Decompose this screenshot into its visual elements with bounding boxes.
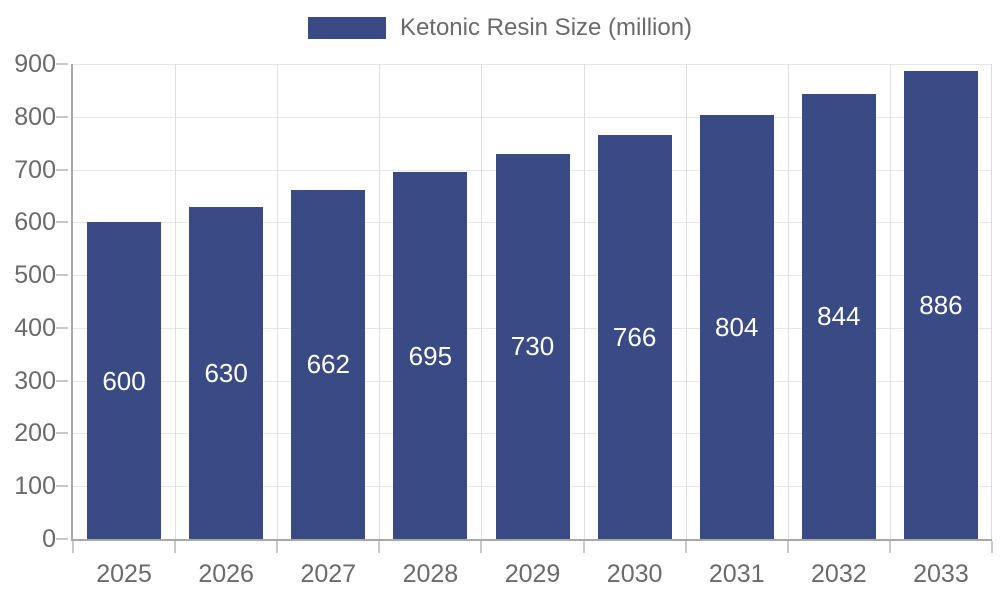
x-axis-tick-mark bbox=[582, 541, 585, 553]
x-axis-tick-label: 2032 bbox=[811, 560, 867, 588]
y-axis-tick-mark bbox=[56, 485, 68, 488]
y-axis-tick-mark bbox=[56, 63, 68, 65]
bar-2028: 695 bbox=[393, 172, 468, 539]
bar-2029: 730 bbox=[495, 153, 570, 539]
legend-label: Ketonic Resin Size (million) bbox=[399, 14, 693, 41]
x-axis-tick-mark bbox=[72, 541, 74, 553]
bar-value-label: 662 bbox=[306, 349, 350, 380]
x-axis-tick-mark bbox=[991, 541, 993, 553]
x-axis-tick-mark bbox=[276, 541, 279, 553]
x-axis-tick-label: 2027 bbox=[300, 560, 357, 588]
gridline-horizontal bbox=[73, 116, 992, 118]
bar-2033: 886 bbox=[903, 71, 978, 539]
x-axis-line bbox=[71, 539, 992, 541]
x-axis-tick-label: 2029 bbox=[504, 560, 561, 588]
gridline-vertical bbox=[277, 64, 279, 539]
x-axis-tick-label: 2030 bbox=[606, 560, 663, 588]
bar-value-label: 766 bbox=[612, 321, 657, 352]
y-axis-tick-mark bbox=[56, 379, 68, 382]
bar-value-label: 600 bbox=[102, 365, 146, 396]
y-axis-tick-mark bbox=[56, 326, 68, 329]
bar-value-label: 730 bbox=[510, 331, 555, 362]
gridline-horizontal bbox=[73, 64, 992, 65]
bar-value-label: 804 bbox=[715, 311, 759, 342]
y-axis-tick-label: 200 bbox=[14, 419, 56, 448]
y-axis-tick-mark bbox=[56, 221, 68, 224]
bar-2032: 844 bbox=[801, 93, 876, 539]
bar-value-label: 844 bbox=[817, 301, 861, 332]
x-axis-tick-mark bbox=[684, 541, 687, 553]
x-axis-tick-label: 2033 bbox=[913, 560, 969, 588]
x-axis-tick-mark bbox=[888, 541, 891, 553]
y-axis-line bbox=[71, 64, 73, 541]
gridline-vertical bbox=[787, 64, 789, 539]
plot-right-border bbox=[991, 64, 992, 539]
gridline-vertical bbox=[685, 64, 687, 539]
x-axis-tick-label: 2031 bbox=[708, 560, 765, 588]
x-axis-tick-label: 2028 bbox=[402, 560, 459, 588]
gridline-vertical bbox=[175, 64, 177, 539]
bar-2027: 662 bbox=[291, 189, 366, 539]
gridline-vertical bbox=[583, 64, 585, 539]
legend-swatch bbox=[307, 17, 386, 39]
y-axis-tick-label: 100 bbox=[14, 472, 56, 501]
bar-value-label: 886 bbox=[919, 290, 963, 321]
y-axis-tick-label: 700 bbox=[14, 155, 56, 184]
y-axis-tick-label: 0 bbox=[42, 525, 56, 553]
y-axis-tick-mark bbox=[56, 432, 68, 435]
x-axis-tick-mark bbox=[786, 541, 789, 553]
y-axis-tick-mark bbox=[56, 274, 68, 277]
y-axis-tick-mark bbox=[56, 115, 68, 118]
x-axis-tick-mark bbox=[480, 541, 483, 553]
gridline-vertical bbox=[481, 64, 483, 539]
y-axis-tick-mark bbox=[56, 168, 68, 171]
plot-area: 600 630 662 695 730 766 804 844 886 bbox=[73, 64, 992, 539]
x-axis-tick-mark bbox=[174, 541, 177, 553]
bar-2030: 766 bbox=[597, 134, 672, 539]
bar-2031: 804 bbox=[699, 114, 774, 539]
x-axis-tick-label: 2026 bbox=[198, 560, 254, 588]
y-axis-tick-label: 600 bbox=[14, 208, 56, 237]
y-axis-tick-mark bbox=[56, 538, 68, 540]
bar-2025: 600 bbox=[87, 222, 162, 539]
y-axis-tick-label: 300 bbox=[14, 366, 56, 395]
y-axis-tick-label: 400 bbox=[14, 313, 56, 342]
y-axis-tick-label: 800 bbox=[14, 102, 56, 131]
y-axis-tick-label: 500 bbox=[14, 261, 56, 290]
y-axis-tick-label: 900 bbox=[14, 50, 56, 78]
x-axis-tick-mark bbox=[378, 541, 381, 553]
gridline-vertical bbox=[379, 64, 381, 539]
x-axis-tick-label: 2025 bbox=[96, 560, 152, 588]
bar-2026: 630 bbox=[189, 206, 264, 539]
chart-legend[interactable]: Ketonic Resin Size (million) bbox=[0, 16, 1000, 40]
bar-value-label: 695 bbox=[408, 340, 453, 371]
bar-value-label: 630 bbox=[204, 357, 248, 388]
gridline-vertical bbox=[889, 64, 891, 539]
